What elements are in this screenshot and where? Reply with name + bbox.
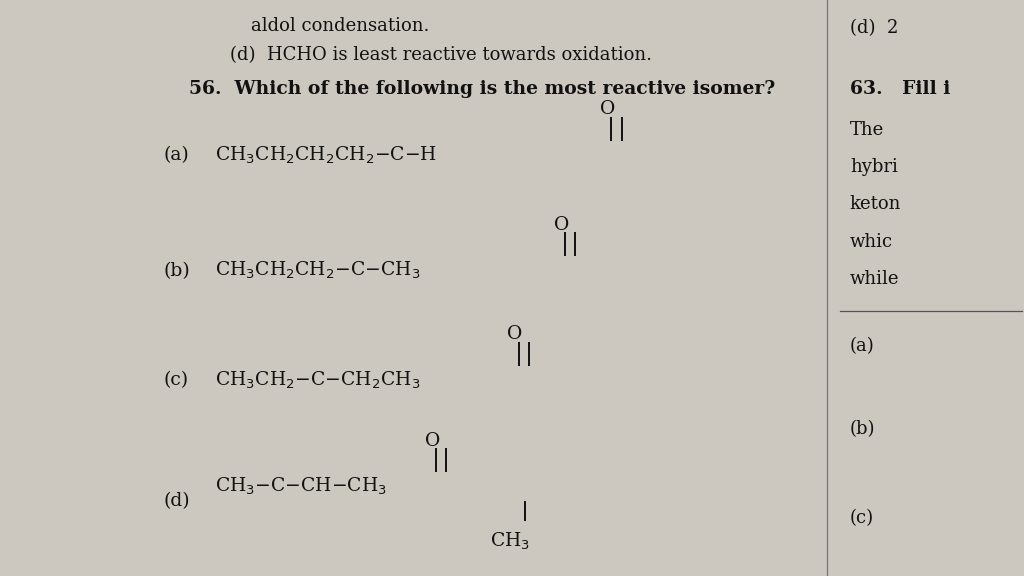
Text: O: O [425, 431, 439, 450]
Text: O: O [554, 215, 568, 234]
Text: (b): (b) [164, 262, 190, 280]
Text: (d)  HCHO is least reactive towards oxidation.: (d) HCHO is least reactive towards oxida… [230, 46, 652, 64]
Text: while: while [850, 270, 899, 289]
Text: (a): (a) [850, 336, 874, 355]
Text: whic: whic [850, 233, 893, 251]
Text: (b): (b) [850, 420, 876, 438]
Text: 63.   Fill i: 63. Fill i [850, 80, 950, 98]
Text: (c): (c) [850, 509, 874, 528]
Text: The: The [850, 120, 884, 139]
Text: 56.  Which of the following is the most reactive isomer?: 56. Which of the following is the most r… [189, 80, 776, 98]
Text: (d)  2: (d) 2 [850, 18, 898, 37]
Text: CH$_3$: CH$_3$ [489, 531, 530, 552]
Text: hybri: hybri [850, 158, 898, 176]
Text: CH$_3$CH$_2$−C−CH$_2$CH$_3$: CH$_3$CH$_2$−C−CH$_2$CH$_3$ [215, 370, 420, 391]
Text: CH$_3$CH$_2$CH$_2$−C−CH$_3$: CH$_3$CH$_2$CH$_2$−C−CH$_3$ [215, 260, 420, 281]
Text: keton: keton [850, 195, 901, 214]
Text: O: O [600, 100, 614, 119]
Text: aldol condensation.: aldol condensation. [251, 17, 429, 35]
Text: CH$_3$−C−CH−CH$_3$: CH$_3$−C−CH−CH$_3$ [215, 476, 387, 497]
Text: (a): (a) [164, 146, 189, 165]
Text: CH$_3$CH$_2$CH$_2$CH$_2$−C−H: CH$_3$CH$_2$CH$_2$CH$_2$−C−H [215, 145, 437, 166]
Text: (c): (c) [164, 371, 189, 389]
Text: O: O [508, 325, 522, 343]
Text: (d): (d) [164, 492, 190, 510]
